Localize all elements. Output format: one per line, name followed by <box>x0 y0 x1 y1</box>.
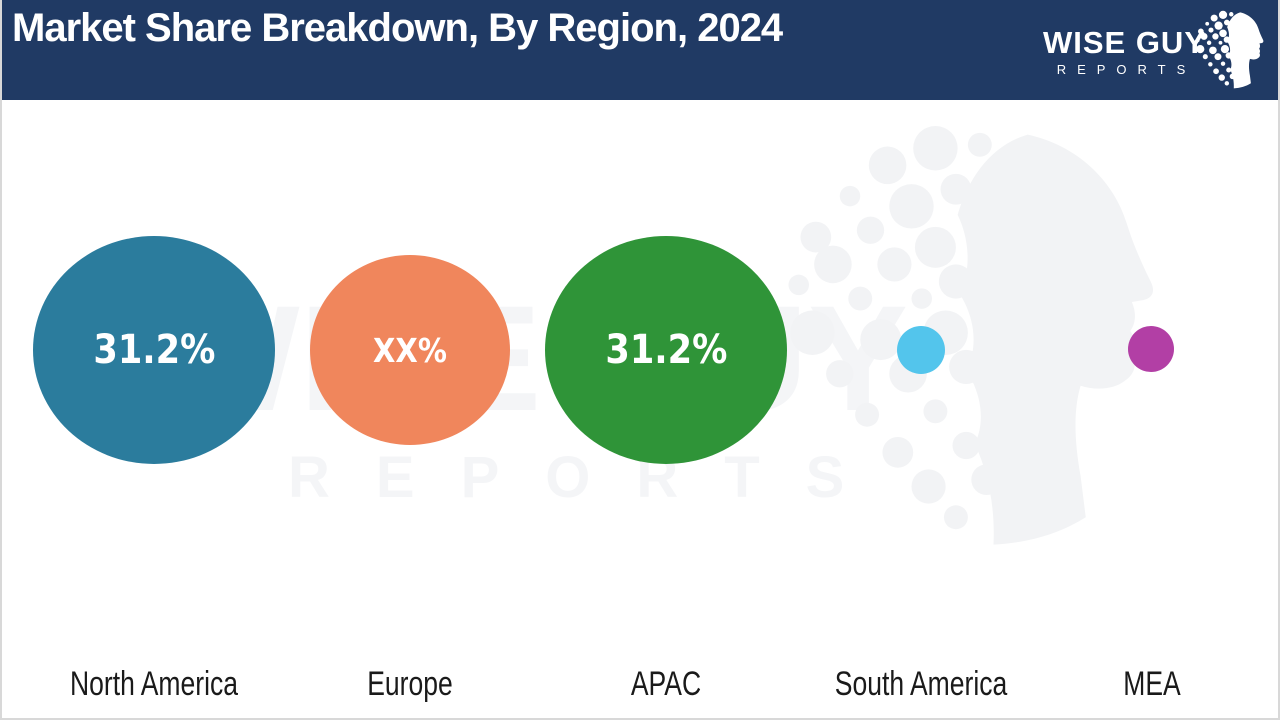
label-apac: APAC <box>630 665 702 703</box>
bubble-north-america: 31.2% <box>33 236 275 464</box>
page-title: Market Share Breakdown, By Region, 2024 <box>12 6 783 50</box>
label-south-america: South America <box>834 665 1008 703</box>
bubble-apac-value: 31.2% <box>604 327 728 373</box>
bubble-apac: 31.2% <box>545 236 787 464</box>
label-mea: MEA <box>1123 665 1181 703</box>
wiseguy-logo-text: WISE GUY REPORTS <box>1043 25 1206 77</box>
bubble-north-america-value: 31.2% <box>92 327 216 373</box>
bubble-south-america <box>897 326 945 374</box>
label-europe: Europe <box>367 665 453 703</box>
wiseguy-logo: WISE GUY REPORTS <box>1043 6 1268 96</box>
header-bar: Market Share Breakdown, By Region, 2024 … <box>0 0 1280 100</box>
wiseguy-head-icon <box>1195 10 1264 89</box>
watermark-subtext: REPORTS <box>288 445 891 510</box>
logo-wordmark: WISE GUY <box>1042 25 1206 60</box>
bubble-europe-value: XX% <box>373 330 447 370</box>
logo-subtext: REPORTS <box>1056 62 1197 77</box>
label-north-america: North America <box>69 665 239 703</box>
wiseguy-head-watermark-icon <box>788 126 1154 545</box>
bubble-europe: XX% <box>310 255 510 445</box>
bubble-mea <box>1128 326 1174 372</box>
